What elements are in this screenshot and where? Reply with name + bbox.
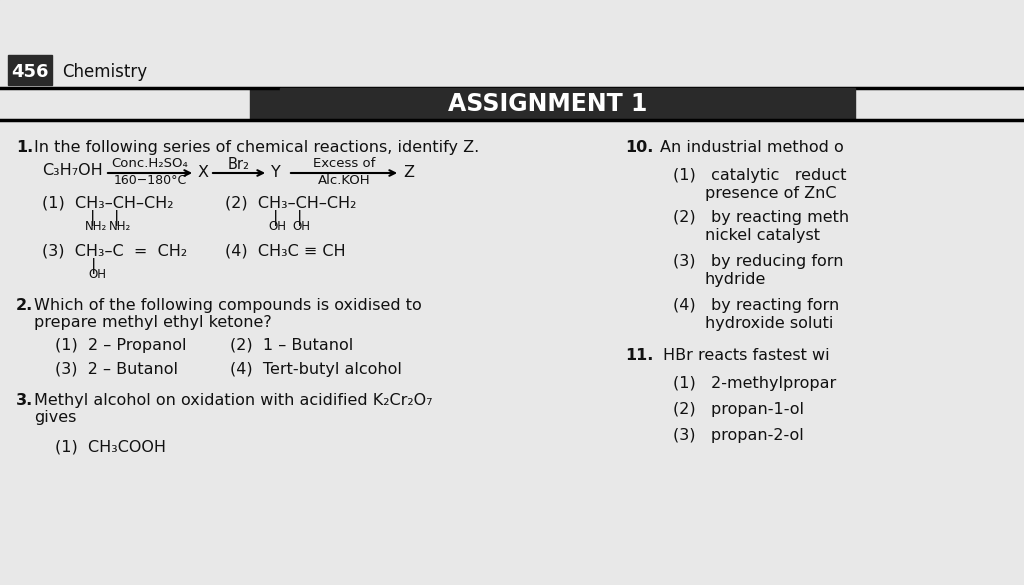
Text: NH₂: NH₂: [85, 220, 108, 233]
Text: |: |: [115, 210, 120, 226]
Text: (1)  2 – Propanol: (1) 2 – Propanol: [55, 338, 186, 353]
Text: |: |: [297, 210, 303, 226]
Text: (3)  CH₃–C  =  CH₂: (3) CH₃–C = CH₂: [42, 244, 187, 259]
Text: (1)   2-methylpropar: (1) 2-methylpropar: [673, 376, 837, 391]
Text: |: |: [273, 210, 279, 226]
Text: (4)  CH₃C ≡ CH: (4) CH₃C ≡ CH: [225, 244, 346, 259]
Text: Z: Z: [403, 165, 414, 180]
Text: Br₂: Br₂: [228, 157, 250, 172]
Text: 11.: 11.: [625, 348, 653, 363]
Bar: [250, 88, 282, 120]
Text: OH: OH: [268, 220, 286, 233]
Text: Which of the following compounds is oxidised to
prepare methyl ethyl ketone?: Which of the following compounds is oxid…: [34, 298, 422, 331]
Text: (1)   catalytic   reduct: (1) catalytic reduct: [673, 168, 847, 183]
Text: (3)  2 – Butanol: (3) 2 – Butanol: [55, 362, 178, 377]
Text: (3)   propan-2-ol: (3) propan-2-ol: [673, 428, 804, 443]
Text: Conc.H₂SO₄: Conc.H₂SO₄: [112, 157, 188, 170]
Text: OH: OH: [292, 220, 310, 233]
Text: Methyl alcohol on oxidation with acidified K₂Cr₂O₇
gives: Methyl alcohol on oxidation with acidifi…: [34, 393, 432, 425]
Text: X: X: [198, 165, 209, 180]
Bar: [280, 88, 855, 120]
Text: (4)   by reacting forn: (4) by reacting forn: [673, 298, 840, 313]
Text: (1)  CH₃COOH: (1) CH₃COOH: [55, 439, 166, 454]
Text: HBr reacts fastest wi: HBr reacts fastest wi: [663, 348, 829, 363]
Text: nickel catalyst: nickel catalyst: [705, 228, 820, 243]
Text: hydride: hydride: [705, 272, 766, 287]
Text: hydroxide soluti: hydroxide soluti: [705, 316, 834, 331]
Text: (3)   by reducing forn: (3) by reducing forn: [673, 254, 844, 269]
Text: OH: OH: [88, 268, 106, 281]
Bar: [8, 55, 52, 85]
Text: |: |: [91, 258, 96, 274]
Text: NH₂: NH₂: [109, 220, 131, 233]
Text: (1)  CH₃–CH–CH₂: (1) CH₃–CH–CH₂: [42, 196, 173, 211]
Text: Chemistry: Chemistry: [62, 63, 147, 81]
Text: presence of ZnC: presence of ZnC: [705, 186, 837, 201]
Text: 10.: 10.: [625, 140, 653, 155]
Text: Excess of: Excess of: [312, 157, 375, 170]
Text: (2)  CH₃–CH–CH₂: (2) CH₃–CH–CH₂: [225, 196, 356, 211]
Text: ASSIGNMENT 1: ASSIGNMENT 1: [447, 92, 647, 116]
Text: 3.: 3.: [16, 393, 33, 408]
Text: An industrial method o: An industrial method o: [660, 140, 844, 155]
Text: C₃H₇OH: C₃H₇OH: [42, 163, 102, 178]
Text: Y: Y: [271, 165, 281, 180]
Text: (2)   propan-1-ol: (2) propan-1-ol: [673, 402, 804, 417]
Text: Alc.KOH: Alc.KOH: [317, 174, 371, 187]
Text: 1.: 1.: [16, 140, 33, 155]
Text: |: |: [90, 210, 95, 226]
Text: 160−180°C: 160−180°C: [114, 174, 186, 187]
Text: (2)  1 – Butanol: (2) 1 – Butanol: [230, 338, 353, 353]
Text: 456: 456: [11, 63, 49, 81]
Text: 2.: 2.: [16, 298, 33, 313]
Text: (4)  Tert-butyl alcohol: (4) Tert-butyl alcohol: [230, 362, 401, 377]
Text: (2)   by reacting meth: (2) by reacting meth: [673, 210, 849, 225]
Text: In the following series of chemical reactions, identify Z.: In the following series of chemical reac…: [34, 140, 479, 155]
